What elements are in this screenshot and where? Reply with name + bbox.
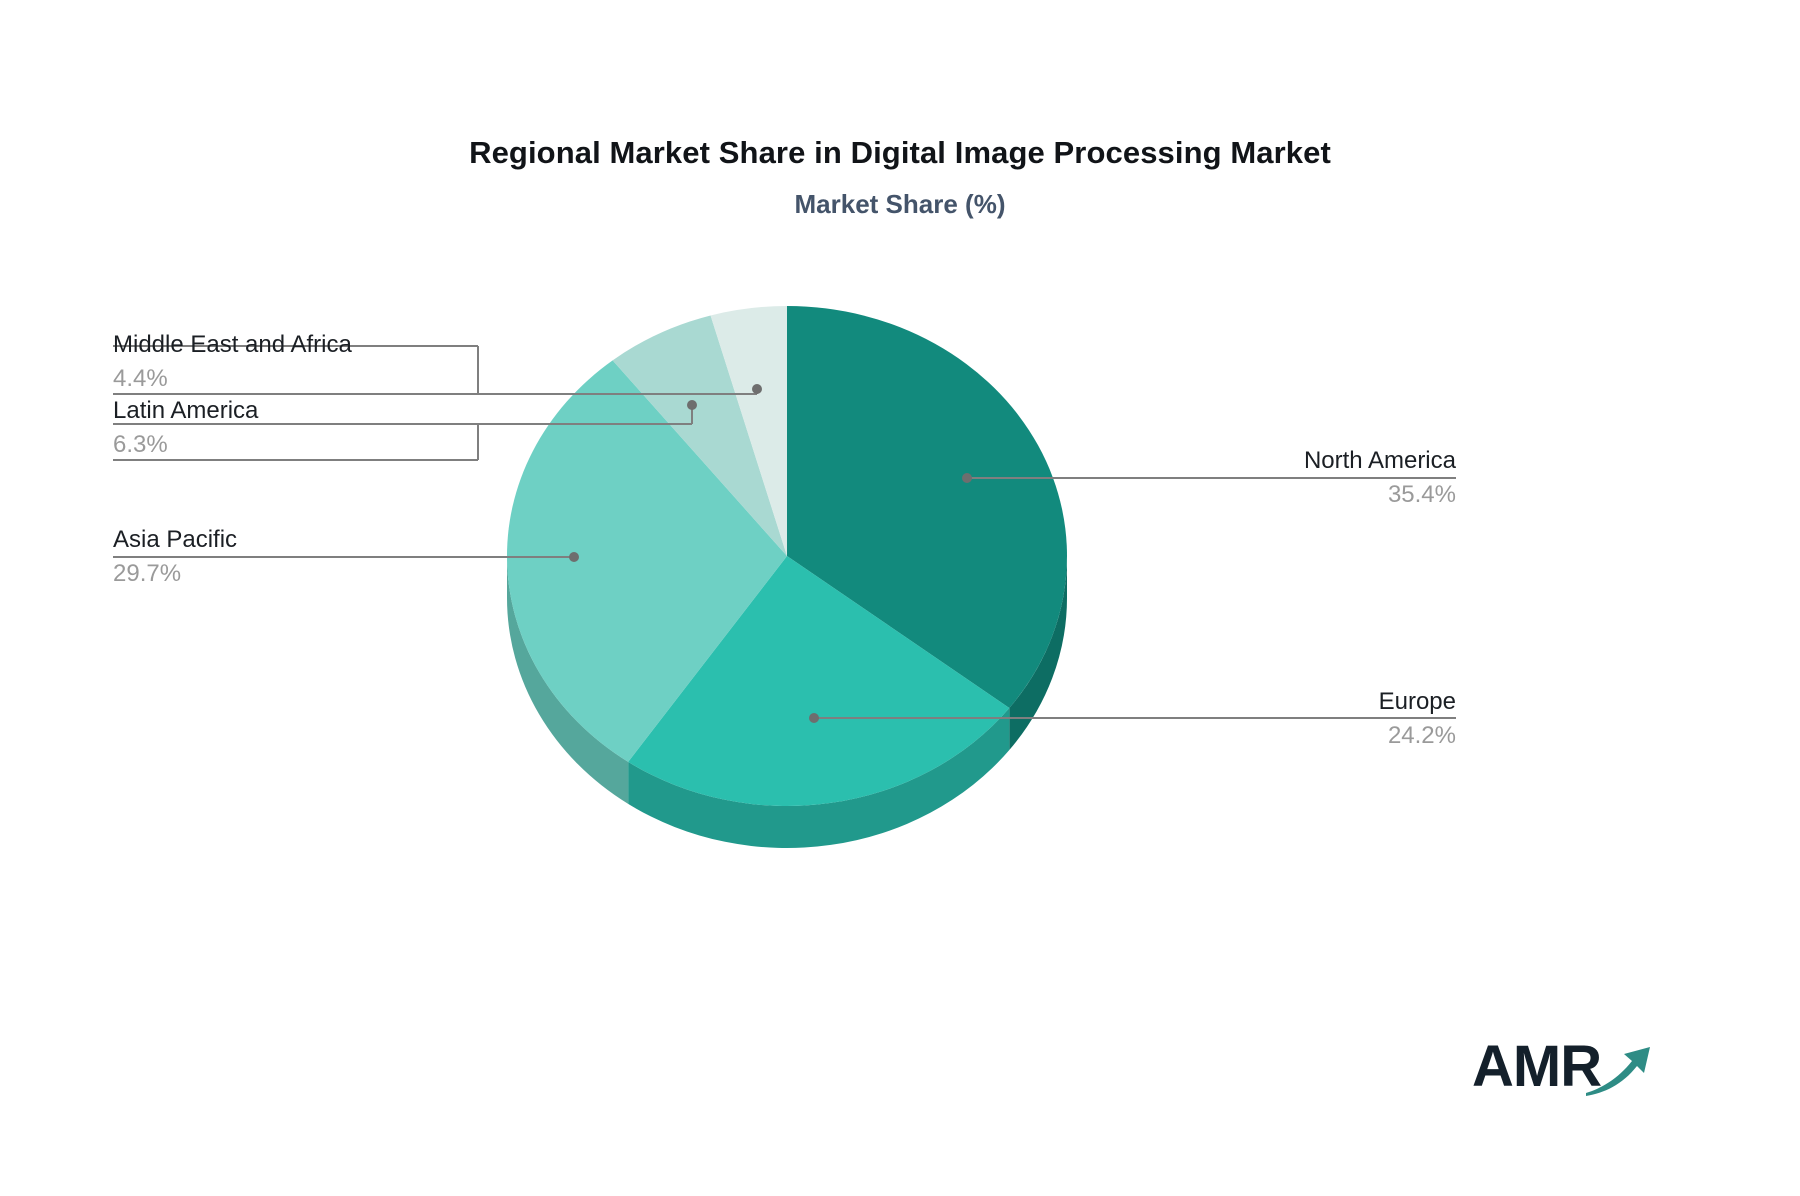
callout-latin-america: Latin America 6.3%: [113, 396, 258, 460]
callout-label: North America: [1303, 447, 1456, 474]
pie-slice-side: [507, 556, 629, 804]
callout-value: 6.3%: [113, 431, 168, 458]
pie-slice[interactable]: [710, 306, 787, 556]
leader-dot: [687, 400, 697, 410]
callout-label: Europe: [1378, 688, 1456, 715]
pie-slice[interactable]: [612, 315, 787, 556]
leader-dot: [752, 384, 762, 394]
leader-dot: [809, 713, 819, 723]
page-title: Regional Market Share in Digital Image P…: [469, 135, 1331, 170]
callout-value: 29.7%: [113, 560, 182, 587]
callout-label: Latin America: [113, 397, 259, 424]
pie-slice-side: [1009, 556, 1067, 750]
pie-3d-sides: [507, 556, 1067, 848]
pie-slices: [506, 305, 1068, 807]
callout-europe: Europe 24.2%: [0, 687, 1456, 751]
callout-label: Middle East and Africa: [113, 331, 352, 358]
chart-subtitle: Market Share (%): [794, 189, 1006, 219]
pie-slice[interactable]: [628, 556, 1010, 807]
growth-arrow-icon: [1586, 1047, 1650, 1096]
callout-value: 35.4%: [1387, 481, 1456, 508]
leader-lines: [113, 345, 1456, 723]
callout-asia-pacific: Asia Pacific 29.7%: [113, 525, 237, 589]
callout-north-america: North America 35.4%: [0, 446, 1456, 510]
pie-slice-side: [628, 707, 1010, 848]
pie-slice[interactable]: [787, 305, 1068, 708]
pie-slice[interactable]: [506, 360, 787, 762]
amr-wordmark: AMR: [1472, 1034, 1602, 1099]
leader-dot: [569, 552, 579, 562]
callout-value: 4.4%: [113, 365, 168, 392]
callout-middle-east-and-africa: Middle East and Africa 4.4%: [113, 330, 352, 394]
leader-dot: [962, 473, 972, 483]
amr-logo: AMR: [1472, 1035, 1652, 1115]
callout-value: 24.2%: [1387, 722, 1456, 749]
callout-label: Asia Pacific: [113, 526, 238, 553]
